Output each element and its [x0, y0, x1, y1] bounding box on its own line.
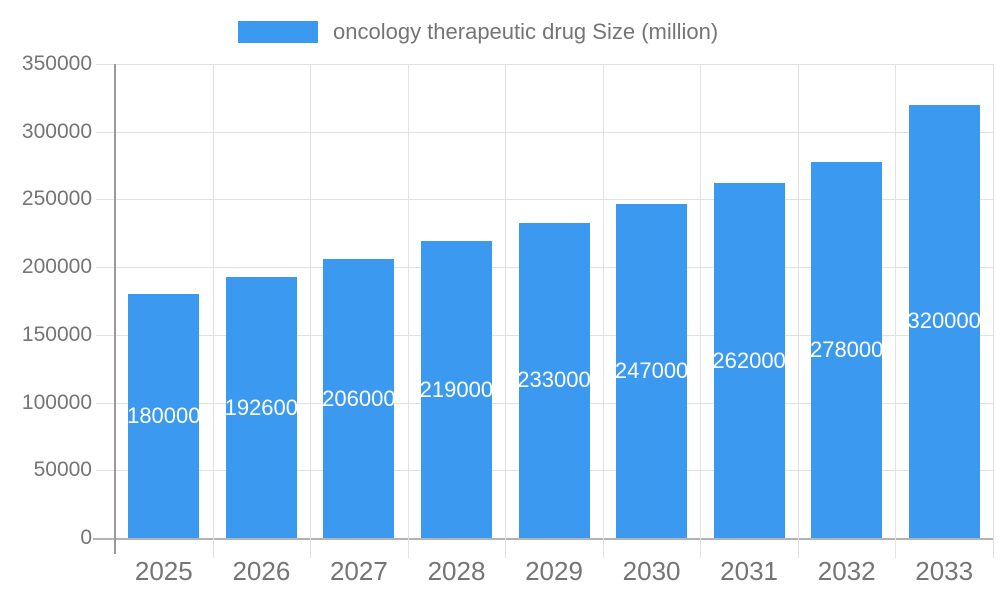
- x-axis-tick-label: 2025: [134, 556, 193, 586]
- x-axis-tick-label: 2026: [232, 556, 291, 586]
- y-axis-tick-label: 300000: [21, 119, 92, 143]
- y-axis-tick-label: 150000: [21, 322, 92, 346]
- bar[interactable]: 262000: [712, 183, 786, 538]
- legend-swatch: [238, 21, 318, 43]
- x-axis-line: [93, 538, 993, 540]
- v-gridline: [213, 64, 214, 558]
- bar-value-label: 320000: [907, 308, 981, 334]
- y-axis-tick-label: 0: [80, 526, 92, 549]
- v-gridline: [505, 64, 506, 558]
- v-gridline: [798, 64, 799, 558]
- bar[interactable]: 206000: [322, 259, 396, 538]
- x-axis-tick-label: 2027: [329, 556, 388, 586]
- bar[interactable]: 180000: [127, 294, 201, 538]
- bar[interactable]: 247000: [614, 203, 689, 538]
- bar-value-label: 262000: [712, 347, 786, 373]
- x-axis-tick-label: 2029: [525, 556, 583, 586]
- legend-label: oncology therapeutic drug Size (million): [333, 19, 719, 44]
- h-gridline: [96, 199, 993, 200]
- v-gridline: [310, 64, 311, 558]
- bar-value-label: 278000: [809, 336, 884, 362]
- bar[interactable]: 278000: [809, 161, 884, 538]
- x-axis-tick-label: 2033: [915, 556, 974, 586]
- y-axis-tick-label: 350000: [21, 52, 92, 75]
- v-gridline: [603, 64, 604, 558]
- y-axis-tick-label: 100000: [21, 390, 92, 414]
- v-gridline: [895, 64, 896, 558]
- bar-value-label: 233000: [517, 367, 591, 393]
- v-gridline: [993, 64, 994, 558]
- bar-value-label: 219000: [419, 376, 494, 402]
- h-gridline: [96, 132, 993, 133]
- y-axis-line: [114, 64, 116, 554]
- v-gridline: [408, 64, 409, 558]
- x-axis-tick-label: 2028: [427, 556, 486, 586]
- bar[interactable]: 219000: [419, 241, 494, 538]
- x-axis-tick-label: 2030: [622, 556, 681, 586]
- h-gridline: [96, 64, 993, 65]
- y-axis-tick-label: 200000: [21, 255, 92, 279]
- bar-value-label: 180000: [127, 403, 201, 429]
- bar[interactable]: 233000: [517, 222, 591, 538]
- y-axis-tick-label: 250000: [21, 187, 92, 211]
- bar[interactable]: 192600: [224, 277, 299, 538]
- bar-value-label: 206000: [322, 385, 396, 411]
- bar[interactable]: 320000: [907, 104, 981, 538]
- x-axis-tick-label: 2032: [817, 556, 876, 586]
- v-gridline: [700, 64, 701, 558]
- bar-value-label: 192600: [224, 394, 299, 420]
- x-axis-tick-label: 2031: [720, 556, 779, 586]
- y-axis-tick-label: 50000: [33, 458, 92, 482]
- bar-value-label: 247000: [614, 357, 689, 383]
